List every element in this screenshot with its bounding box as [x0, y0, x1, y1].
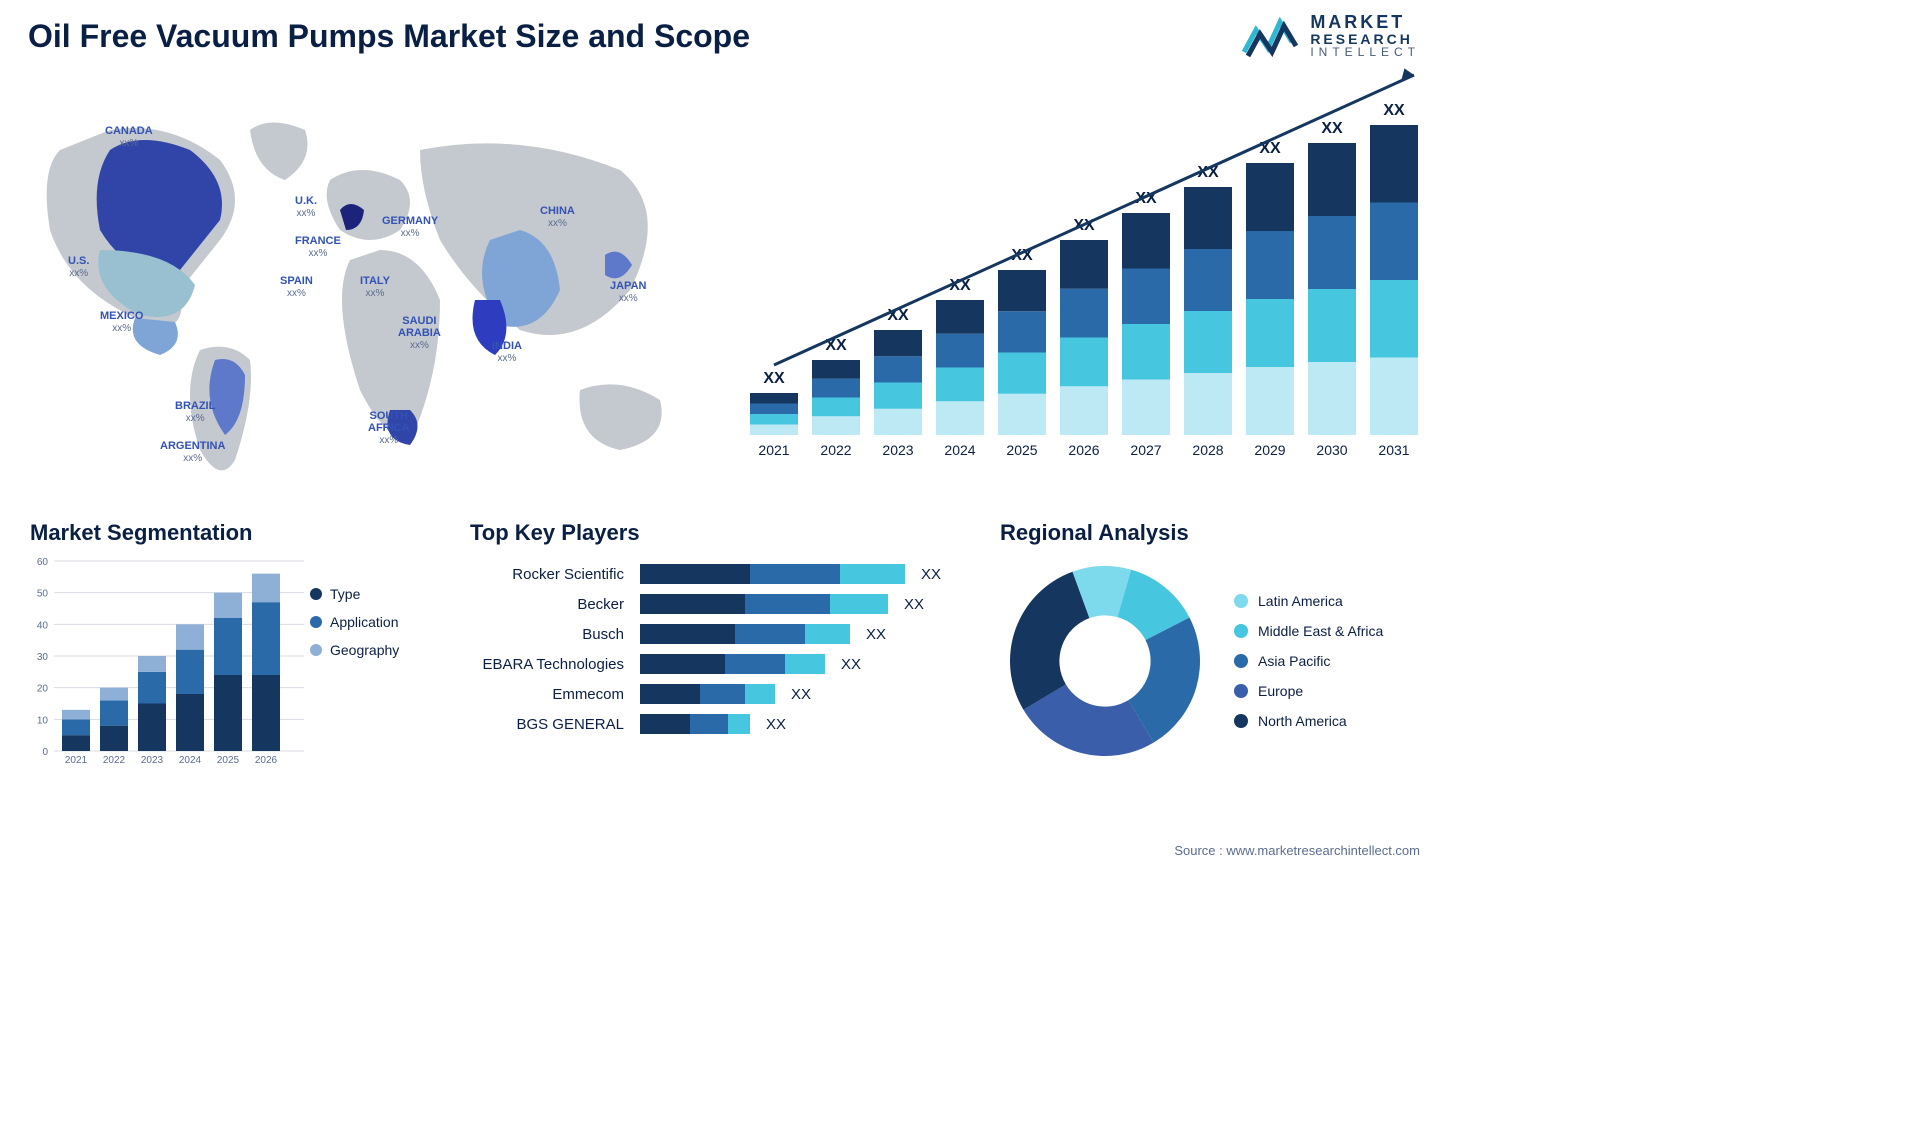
- map-label: U.K.xx%: [295, 195, 317, 219]
- map-label: ITALYxx%: [360, 275, 390, 299]
- world-map: CANADAxx% U.S.xx% MEXICOxx% BRAZILxx% ARGENT…: [20, 90, 720, 490]
- svg-text:XX: XX: [1321, 120, 1343, 137]
- player-value: XX: [841, 656, 861, 673]
- svg-text:2027: 2027: [1130, 442, 1161, 458]
- player-row: BGS GENERAL XX: [470, 714, 980, 734]
- segmentation-legend: Type Application Geography: [310, 586, 399, 766]
- svg-text:2021: 2021: [65, 755, 88, 766]
- regional-analysis: Regional Analysis Latin America Middle Ea…: [1000, 520, 1430, 766]
- player-row: Busch XX: [470, 624, 980, 644]
- player-bar: [640, 654, 825, 674]
- map-label: BRAZILxx%: [175, 400, 215, 424]
- player-value: XX: [921, 566, 941, 583]
- player-value: XX: [866, 626, 886, 643]
- player-bar: [640, 564, 905, 584]
- player-bar: [640, 594, 888, 614]
- svg-text:10: 10: [37, 715, 49, 726]
- player-row: Rocker Scientific XX: [470, 564, 980, 584]
- svg-text:50: 50: [37, 589, 49, 600]
- map-label: U.S.xx%: [68, 255, 89, 279]
- player-value: XX: [904, 596, 924, 613]
- player-value: XX: [766, 716, 786, 733]
- map-label: CHINAxx%: [540, 205, 575, 229]
- map-label: GERMANYxx%: [382, 215, 438, 239]
- regional-legend-item: North America: [1234, 713, 1383, 729]
- svg-text:2028: 2028: [1192, 442, 1223, 458]
- source-text: Source : www.marketresearchintellect.com: [1174, 843, 1420, 858]
- svg-text:2025: 2025: [217, 755, 240, 766]
- logo-line1: MARKET: [1310, 13, 1420, 32]
- map-label: SAUDIARABIAxx%: [398, 315, 441, 351]
- map-label: FRANCExx%: [295, 235, 341, 259]
- market-segmentation: Market Segmentation 0 10 20 30 40 50 60 2021 202…: [30, 520, 450, 766]
- player-row: EBARA Technologies XX: [470, 654, 980, 674]
- logo-icon: [1242, 12, 1300, 60]
- svg-text:2025: 2025: [1006, 442, 1037, 458]
- segmentation-legend-item: Type: [310, 586, 399, 602]
- map-label: MEXICOxx%: [100, 310, 143, 334]
- segmentation-legend-item: Application: [310, 614, 399, 630]
- svg-text:20: 20: [37, 684, 49, 695]
- svg-text:60: 60: [37, 557, 49, 568]
- map-label: JAPANxx%: [610, 280, 646, 304]
- player-name: BGS GENERAL: [470, 716, 630, 733]
- svg-text:XX: XX: [763, 370, 785, 387]
- map-label: INDIAxx%: [492, 340, 522, 364]
- regional-legend: Latin America Middle East & Africa Asia Pa…: [1234, 593, 1383, 729]
- player-name: Busch: [470, 626, 630, 643]
- map-label: CANADAxx%: [105, 125, 153, 149]
- regional-legend-item: Europe: [1234, 683, 1383, 699]
- regional-legend-item: Middle East & Africa: [1234, 623, 1383, 639]
- players-title: Top Key Players: [470, 520, 980, 546]
- player-row: Emmecom XX: [470, 684, 980, 704]
- svg-text:2024: 2024: [944, 442, 975, 458]
- svg-text:2022: 2022: [103, 755, 126, 766]
- svg-text:2023: 2023: [141, 755, 164, 766]
- segmentation-legend-item: Geography: [310, 642, 399, 658]
- brand-logo: MARKET RESEARCH INTELLECT: [1242, 12, 1420, 60]
- logo-line3: INTELLECT: [1310, 46, 1420, 59]
- svg-text:30: 30: [37, 652, 49, 663]
- player-name: EBARA Technologies: [470, 656, 630, 673]
- svg-text:2026: 2026: [1068, 442, 1099, 458]
- page-title: Oil Free Vacuum Pumps Market Size and Sc…: [28, 18, 750, 55]
- svg-text:2029: 2029: [1254, 442, 1285, 458]
- map-label: ARGENTINAxx%: [160, 440, 225, 464]
- segmentation-title: Market Segmentation: [30, 520, 450, 546]
- svg-text:2024: 2024: [179, 755, 202, 766]
- player-name: Emmecom: [470, 686, 630, 703]
- player-bar: [640, 714, 750, 734]
- player-name: Rocker Scientific: [470, 566, 630, 583]
- svg-text:2021: 2021: [758, 442, 789, 458]
- player-value: XX: [791, 686, 811, 703]
- logo-line2: RESEARCH: [1310, 32, 1420, 47]
- growth-chart: 2021XX2022XX2023XX2024XX2025XX2026XX2027…: [740, 95, 1420, 475]
- svg-text:2030: 2030: [1316, 442, 1347, 458]
- svg-text:XX: XX: [1383, 102, 1405, 119]
- svg-text:2031: 2031: [1378, 442, 1409, 458]
- player-row: Becker XX: [470, 594, 980, 614]
- player-name: Becker: [470, 596, 630, 613]
- svg-text:2023: 2023: [882, 442, 913, 458]
- map-label: SOUTHAFRICAxx%: [368, 410, 410, 446]
- regional-legend-item: Latin America: [1234, 593, 1383, 609]
- top-key-players: Top Key Players Rocker ScientificXXBecke…: [470, 520, 980, 744]
- svg-text:0: 0: [42, 747, 48, 758]
- svg-text:2026: 2026: [255, 755, 278, 766]
- map-label: SPAINxx%: [280, 275, 313, 299]
- player-bar: [640, 684, 775, 704]
- regional-title: Regional Analysis: [1000, 520, 1430, 546]
- regional-legend-item: Asia Pacific: [1234, 653, 1383, 669]
- svg-text:2022: 2022: [820, 442, 851, 458]
- svg-text:40: 40: [37, 620, 49, 631]
- player-bar: [640, 624, 850, 644]
